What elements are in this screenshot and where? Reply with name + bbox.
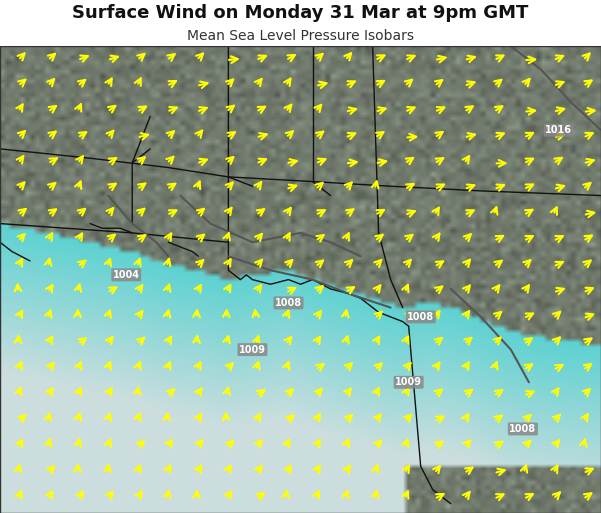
Text: 1008: 1008 <box>407 312 435 322</box>
Text: 1004: 1004 <box>113 270 139 280</box>
Text: Mean Sea Level Pressure Isobars: Mean Sea Level Pressure Isobars <box>187 29 414 43</box>
Polygon shape <box>0 46 601 345</box>
Text: Surface Wind on Monday 31 Mar at 9pm GMT: Surface Wind on Monday 31 Mar at 9pm GMT <box>72 4 529 22</box>
Text: 1008: 1008 <box>275 298 302 308</box>
Polygon shape <box>391 303 601 513</box>
Text: 1009: 1009 <box>239 345 266 354</box>
Text: 1008: 1008 <box>509 424 537 434</box>
Text: 1016: 1016 <box>546 125 572 135</box>
Text: 1009: 1009 <box>395 377 422 387</box>
